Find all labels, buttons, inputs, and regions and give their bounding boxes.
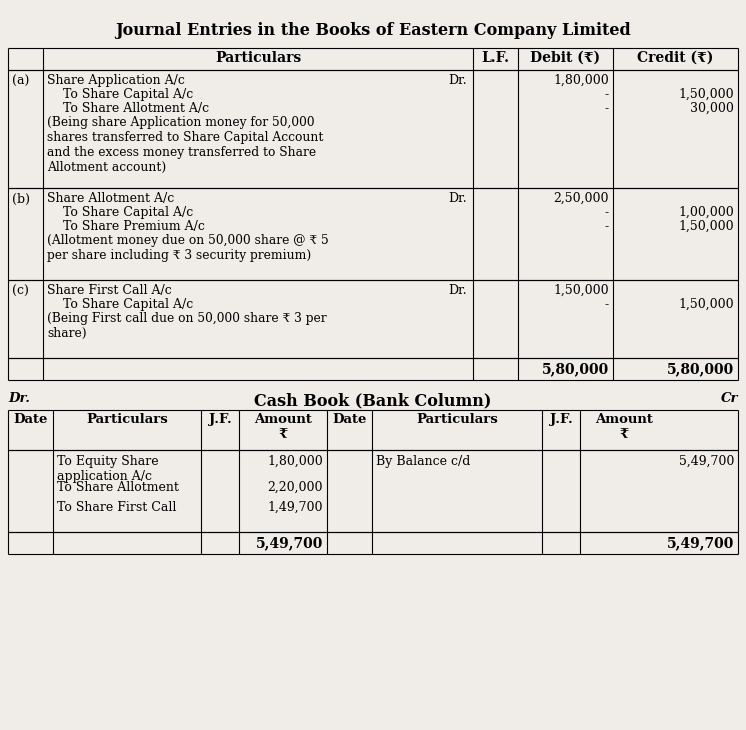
Text: To Share Capital A/c: To Share Capital A/c xyxy=(47,88,193,101)
Text: (Allotment money due on 50,000 share @ ₹ 5
per share including ₹ 3 security prem: (Allotment money due on 50,000 share @ ₹… xyxy=(47,234,329,262)
Text: 1,49,700: 1,49,700 xyxy=(268,501,323,514)
Text: -: - xyxy=(605,88,609,101)
Text: L.F.: L.F. xyxy=(481,51,510,65)
Text: Date: Date xyxy=(13,413,48,426)
Text: 30,000: 30,000 xyxy=(690,102,734,115)
Text: Credit (₹): Credit (₹) xyxy=(637,51,714,65)
Text: Cash Book (Bank Column): Cash Book (Bank Column) xyxy=(254,392,492,409)
Text: 1,50,000: 1,50,000 xyxy=(678,298,734,311)
Text: Dr.: Dr. xyxy=(448,192,467,205)
Text: 1,50,000: 1,50,000 xyxy=(678,220,734,233)
Text: 5,49,700: 5,49,700 xyxy=(679,455,734,468)
Text: To Share Allotment: To Share Allotment xyxy=(57,481,179,494)
Text: -: - xyxy=(605,220,609,233)
Text: 1,80,000: 1,80,000 xyxy=(267,455,323,468)
Text: By Balance c/d: By Balance c/d xyxy=(376,455,471,468)
Text: 1,80,000: 1,80,000 xyxy=(554,74,609,87)
Text: 5,49,700: 5,49,700 xyxy=(667,536,734,550)
Text: Share Application A/c: Share Application A/c xyxy=(47,74,185,87)
Text: Date: Date xyxy=(332,413,367,426)
Text: Share First Call A/c: Share First Call A/c xyxy=(47,284,172,297)
Text: To Share Capital A/c: To Share Capital A/c xyxy=(47,298,193,311)
Text: J.F.: J.F. xyxy=(209,413,231,426)
Text: Amount
₹: Amount ₹ xyxy=(254,413,312,441)
Text: Particulars: Particulars xyxy=(86,413,168,426)
Text: Debit (₹): Debit (₹) xyxy=(530,51,601,65)
Text: 5,49,700: 5,49,700 xyxy=(256,536,323,550)
Text: 1,50,000: 1,50,000 xyxy=(678,88,734,101)
Text: (c): (c) xyxy=(12,285,29,298)
Text: To Share Allotment A/c: To Share Allotment A/c xyxy=(47,102,209,115)
Text: 5,80,000: 5,80,000 xyxy=(667,362,734,376)
Text: Cr: Cr xyxy=(721,392,738,405)
Text: To Share Premium A/c: To Share Premium A/c xyxy=(47,220,205,233)
Text: Share Allotment A/c: Share Allotment A/c xyxy=(47,192,175,205)
Text: -: - xyxy=(605,102,609,115)
Text: To Equity Share
application A/c: To Equity Share application A/c xyxy=(57,455,159,483)
Text: -: - xyxy=(605,298,609,311)
Text: J.F.: J.F. xyxy=(550,413,572,426)
Text: (Being share Application money for 50,000
shares transferred to Share Capital Ac: (Being share Application money for 50,00… xyxy=(47,116,323,174)
Text: Dr.: Dr. xyxy=(448,74,467,87)
Text: Dr.: Dr. xyxy=(448,284,467,297)
Text: (b): (b) xyxy=(12,193,30,206)
Text: Dr.: Dr. xyxy=(8,392,30,405)
Text: 2,20,000: 2,20,000 xyxy=(268,481,323,494)
Text: 5,80,000: 5,80,000 xyxy=(542,362,609,376)
Text: 1,00,000: 1,00,000 xyxy=(678,206,734,219)
Text: To Share Capital A/c: To Share Capital A/c xyxy=(47,206,193,219)
Text: (Being First call due on 50,000 share ₹ 3 per
share): (Being First call due on 50,000 share ₹ … xyxy=(47,312,327,340)
Text: To Share First Call: To Share First Call xyxy=(57,501,176,514)
Text: Particulars: Particulars xyxy=(416,413,498,426)
Text: 1,50,000: 1,50,000 xyxy=(554,284,609,297)
Text: Journal Entries in the Books of Eastern Company Limited: Journal Entries in the Books of Eastern … xyxy=(115,22,631,39)
Text: Amount
₹: Amount ₹ xyxy=(595,413,653,441)
Text: -: - xyxy=(605,206,609,219)
Text: 2,50,000: 2,50,000 xyxy=(554,192,609,205)
Text: (a): (a) xyxy=(12,75,29,88)
Text: Particulars: Particulars xyxy=(215,51,301,65)
